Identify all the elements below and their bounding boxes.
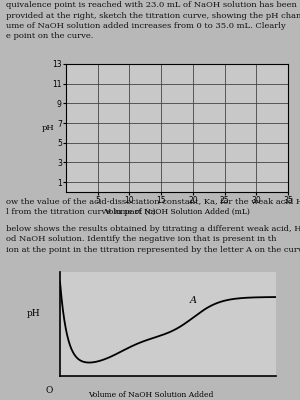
Text: Volume of NaOH Solution Added: Volume of NaOH Solution Added: [88, 390, 213, 398]
Text: pH: pH: [27, 309, 41, 318]
Text: quivalence point is reached with 23.0 mL of NaOH solution has been
provided at t: quivalence point is reached with 23.0 mL…: [6, 1, 300, 40]
Text: ow the value of the acid-dissociation constant, Ka, for the weak acid HN
l from : ow the value of the acid-dissociation co…: [6, 197, 300, 216]
Text: O: O: [46, 386, 53, 395]
Text: A: A: [190, 296, 196, 304]
X-axis label: Volume of NaOH Solution Added (mL): Volume of NaOH Solution Added (mL): [104, 208, 250, 216]
Y-axis label: pH: pH: [42, 124, 54, 132]
Text: below shows the results obtained by titrating a different weak acid, H2Y
od NaOH: below shows the results obtained by titr…: [6, 225, 300, 254]
